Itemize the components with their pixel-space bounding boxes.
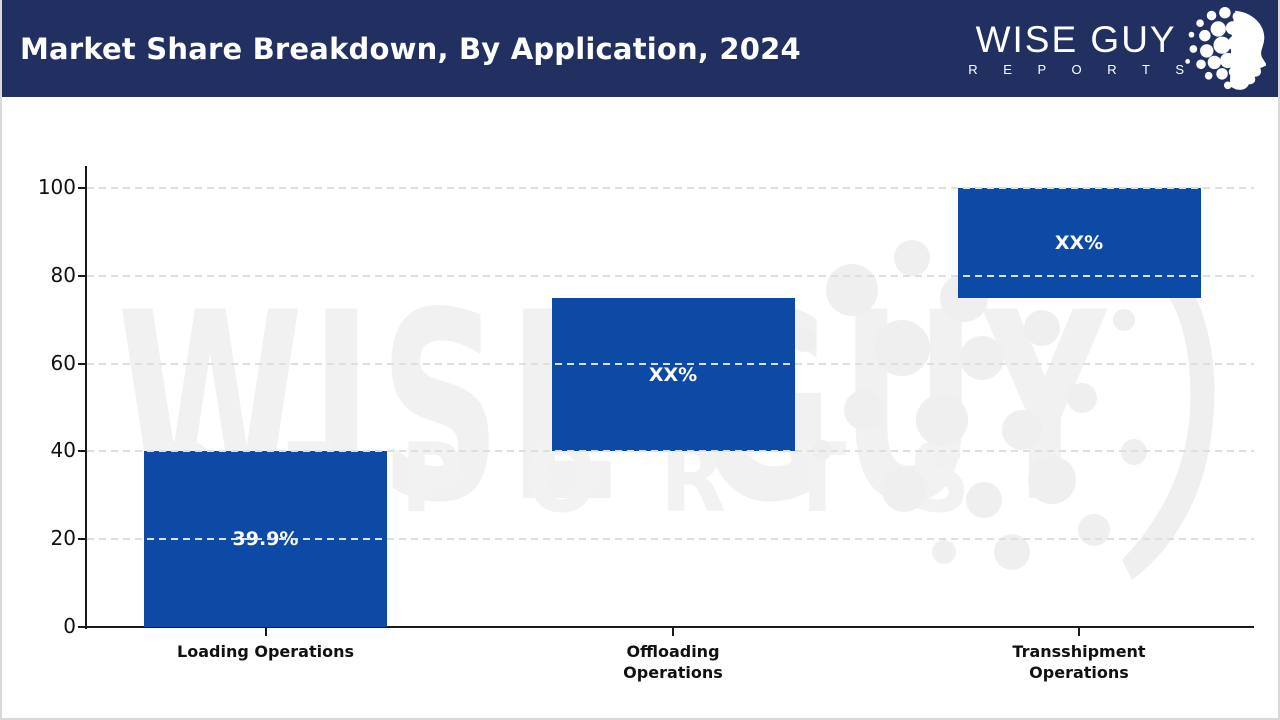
y-tick-mark bbox=[78, 450, 85, 453]
header-bar: Market Share Breakdown, By Application, … bbox=[2, 0, 1278, 97]
y-tick-label: 0 bbox=[63, 614, 76, 638]
gridline bbox=[87, 538, 1254, 541]
y-tick-label: 60 bbox=[50, 350, 76, 375]
bar-offloading-operations: XX% bbox=[551, 297, 795, 452]
logo-subname: R E P O R T S bbox=[968, 61, 1195, 77]
logo-head-icon bbox=[1185, 6, 1266, 90]
x-category-label: Loading Operations bbox=[96, 641, 436, 662]
x-category-label-line: Loading Operations bbox=[177, 642, 354, 661]
y-tick-label: 100 bbox=[37, 175, 76, 199]
y-axis bbox=[85, 166, 87, 629]
x-category-label-line: Offloading bbox=[626, 642, 720, 661]
bar-value-label: XX% bbox=[1054, 231, 1104, 254]
logo: WISE GUY R E P O R T S bbox=[968, 6, 1266, 92]
watermark-dotted-head bbox=[792, 240, 1215, 580]
y-tick-label: 40 bbox=[50, 438, 76, 463]
logo-name: WISE GUY bbox=[975, 18, 1177, 60]
y-tick-label: 20 bbox=[50, 526, 76, 551]
bar-value-label: XX% bbox=[648, 363, 698, 386]
y-tick-mark bbox=[78, 187, 85, 189]
y-tick-label: 80 bbox=[50, 262, 76, 287]
x-category-label: Offloading Operations bbox=[503, 641, 843, 683]
gridline bbox=[87, 450, 1254, 453]
x-category-label: Transshipment Operations bbox=[909, 641, 1249, 683]
y-tick-mark bbox=[78, 538, 85, 541]
logo-text: WISE GUY R E P O R T S bbox=[968, 18, 1184, 77]
x-tick-mark bbox=[1078, 628, 1080, 636]
y-tick-mark bbox=[78, 274, 85, 277]
x-tick-mark bbox=[264, 628, 267, 636]
gridline bbox=[87, 362, 1254, 365]
gridline bbox=[87, 187, 1254, 189]
x-axis bbox=[85, 626, 1254, 628]
page-title: Market Share Breakdown, By Application, … bbox=[20, 31, 801, 66]
y-tick-mark bbox=[78, 362, 85, 365]
gridline bbox=[87, 274, 1254, 277]
y-tick-mark bbox=[78, 626, 85, 628]
x-category-label-line: Operations bbox=[1029, 663, 1129, 682]
x-category-label-line: Operations bbox=[623, 663, 723, 682]
x-tick-mark bbox=[672, 628, 674, 636]
x-category-label-line: Transshipment bbox=[1012, 642, 1146, 661]
bar-transshipment-operations: XX% bbox=[957, 188, 1201, 298]
